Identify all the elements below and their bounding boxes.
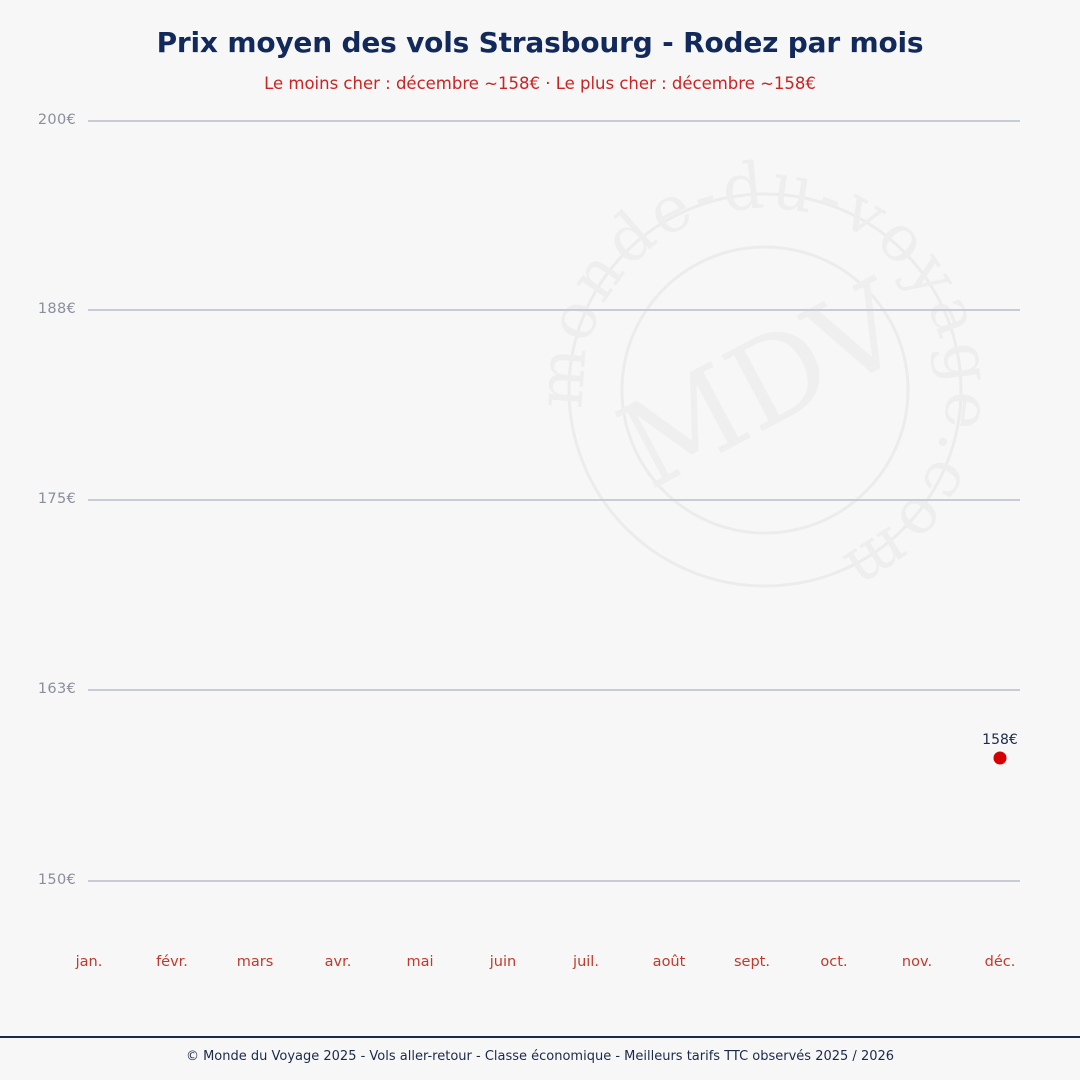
- xtick-label-mai: mai: [406, 954, 434, 970]
- ytick-label-163: 163€: [37, 681, 76, 697]
- xtick-label-aout: août: [652, 954, 686, 970]
- gridline-175: [88, 499, 1020, 501]
- ytick-label-175: 175€: [37, 491, 76, 507]
- data-point-label-dec: 158€: [982, 732, 1018, 748]
- gridline-150: [88, 880, 1020, 882]
- ytick-label-200: 200€: [37, 112, 76, 128]
- ytick-label-188: 188€: [37, 301, 76, 317]
- chart-subtitle: Le moins cher : décembre ~158€ · Le plus…: [264, 74, 816, 93]
- footer-copyright: © Monde du Voyage 2025 - Vols aller-reto…: [185, 1049, 895, 1064]
- xtick-label-juil: juil.: [573, 954, 599, 970]
- xtick-label-sept: sept.: [734, 954, 770, 970]
- xtick-label-mars: mars: [236, 954, 274, 970]
- footer-divider: [0, 1036, 1080, 1038]
- chart-title: Prix moyen des vols Strasbourg - Rodez p…: [156, 26, 924, 59]
- xtick-label-oct: oct.: [820, 954, 848, 970]
- xtick-label-juin: juin: [489, 954, 517, 970]
- gridline-188: [88, 309, 1020, 311]
- xtick-label-jan: jan.: [75, 954, 103, 970]
- xtick-label-nov: nov.: [901, 954, 933, 970]
- xtick-label-dec: déc.: [984, 954, 1016, 970]
- ytick-label-150: 150€: [37, 872, 76, 888]
- gridline-163: [88, 689, 1020, 691]
- gridline-200: [88, 120, 1020, 122]
- xtick-label-avr: avr.: [324, 954, 352, 970]
- data-point-dec[interactable]: [993, 751, 1007, 765]
- plot-area: 200€ 188€ 175€ 163€ 150€ jan. févr. mars…: [37, 112, 1020, 970]
- xtick-label-fev: févr.: [156, 954, 188, 970]
